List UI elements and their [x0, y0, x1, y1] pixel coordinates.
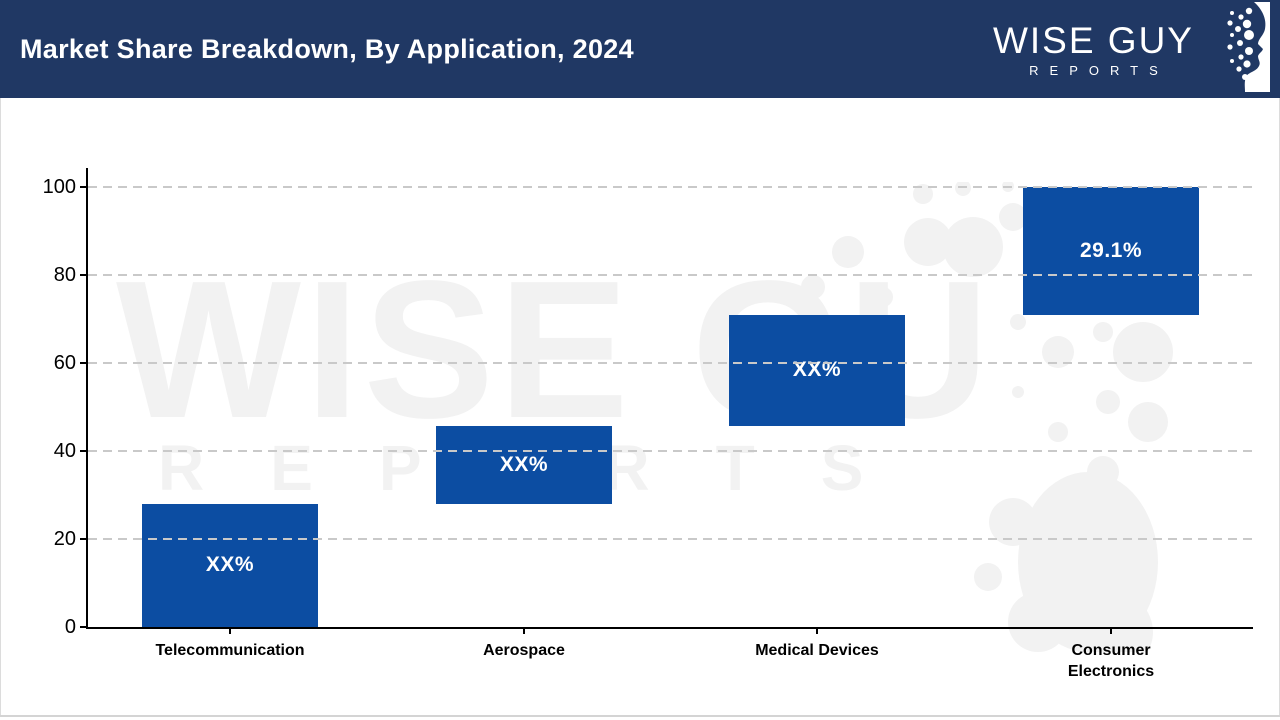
- gridline-100: [88, 186, 1253, 188]
- y-axis-tick-mark: [80, 450, 88, 452]
- y-axis-tick-mark: [80, 186, 88, 188]
- x-axis-category-label: Consumer Electronics: [1067, 642, 1155, 680]
- gridline-20: [88, 538, 1253, 540]
- y-axis-line: [86, 168, 88, 629]
- bar-value-label: XX%: [499, 452, 549, 476]
- wise-guy-reports-logo: WISE GUY REPORTS: [993, 1, 1270, 97]
- logo-text: WISE GUY REPORTS: [993, 22, 1194, 77]
- bar-medical-devices: XX%: [729, 315, 905, 426]
- header-bar: Market Share Breakdown, By Application, …: [0, 0, 1280, 98]
- x-axis-tick-mark: [816, 627, 818, 634]
- x-axis-tick-mark: [1110, 627, 1112, 634]
- x-axis-category-label: Aerospace: [483, 642, 565, 659]
- page-left-border: [0, 98, 1, 717]
- bar-telecommunication: XX%: [142, 503, 318, 627]
- y-axis-tick-mark: [80, 362, 88, 364]
- chart-title: Market Share Breakdown, By Application, …: [20, 33, 634, 64]
- y-axis-tick-label: 0: [64, 616, 76, 638]
- y-axis-tick-label: 100: [42, 176, 76, 198]
- x-axis-category-label: Medical Devices: [755, 642, 879, 659]
- x-axis-tick-mark: [523, 627, 525, 634]
- bar-consumer-electronics: 29.1%: [1023, 187, 1199, 316]
- y-axis-tick-mark: [80, 538, 88, 540]
- bar-value-label: 29.1%: [1079, 239, 1143, 263]
- logo-reports-label: REPORTS: [1029, 62, 1169, 78]
- bar-value-label: XX%: [205, 553, 255, 577]
- logo-face-icon: [1196, 1, 1270, 97]
- y-axis-tick-label: 20: [53, 528, 76, 550]
- gridline-60: [88, 362, 1253, 364]
- page-bottom-border: [0, 715, 1280, 717]
- y-axis-tick-label: 80: [53, 264, 76, 286]
- y-axis-tick-label: 40: [53, 440, 76, 462]
- bar-value-label: XX%: [792, 358, 842, 382]
- logo-wiseguy-label: WISE GUY: [992, 19, 1194, 61]
- x-axis-tick-mark: [229, 627, 231, 634]
- y-axis-tick-label: 60: [53, 352, 76, 374]
- x-axis-line: [86, 627, 1253, 629]
- y-axis-tick-mark: [80, 626, 88, 628]
- bar-aerospace: XX%: [436, 425, 612, 504]
- gridline-80: [88, 274, 1253, 276]
- y-axis-tick-mark: [80, 274, 88, 276]
- x-axis-category-label: Telecommunication: [155, 642, 305, 659]
- gridline-40: [88, 450, 1253, 452]
